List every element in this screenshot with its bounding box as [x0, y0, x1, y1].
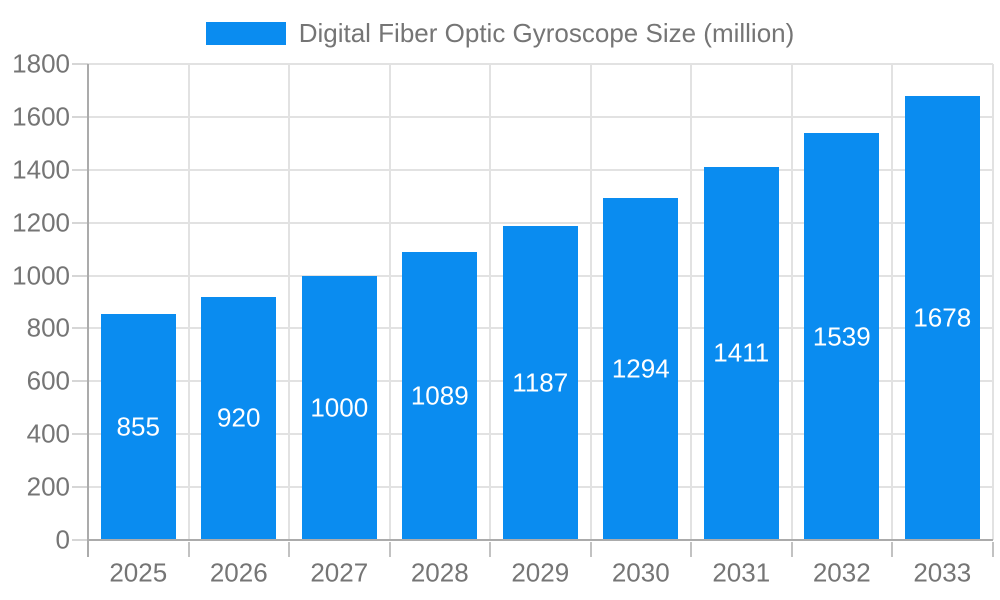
y-axis-tick [72, 274, 88, 277]
x-axis-label: 2026 [209, 557, 268, 588]
bar-value-label: 1539 [812, 321, 871, 351]
bar[interactable] [100, 313, 176, 540]
x-axis-line [88, 539, 993, 541]
x-axis-label: 2027 [310, 557, 369, 588]
bar[interactable] [603, 197, 679, 540]
legend-color-swatch [205, 21, 286, 45]
y-axis-label: 800 [26, 312, 70, 343]
x-axis-tick [388, 542, 391, 557]
bar[interactable] [201, 296, 277, 540]
bar-value-label: 1411 [713, 337, 770, 368]
y-axis-tick [72, 380, 88, 383]
bar[interactable] [301, 275, 377, 540]
bar-value-label: 1000 [310, 392, 369, 423]
y-axis-tick [72, 433, 88, 436]
x-axis-label: 2031 [712, 557, 771, 588]
gridline [187, 64, 190, 540]
bar[interactable] [402, 252, 478, 540]
y-axis-tick [72, 486, 88, 489]
gridline [88, 221, 993, 224]
x-axis-tick [589, 542, 592, 557]
bar[interactable] [502, 226, 578, 540]
gridline [891, 64, 893, 540]
gridline [88, 115, 993, 118]
y-axis-label: 1200 [12, 207, 70, 238]
legend-item[interactable]: Digital Fiber Optic Gyroscope Size (mill… [205, 18, 795, 48]
x-axis-label: 2028 [410, 557, 469, 588]
x-axis-tick [790, 542, 793, 557]
gridline [88, 168, 993, 171]
y-axis-label: 1600 [12, 101, 70, 132]
y-axis-label: 1800 [12, 48, 70, 79]
bar-value-label: 1187 [512, 367, 569, 398]
gridline [288, 64, 290, 540]
y-axis-tick [72, 63, 88, 65]
x-axis-label: 2032 [812, 557, 871, 588]
x-axis-tick [489, 542, 491, 557]
gridline [88, 63, 993, 65]
y-axis-label: 200 [26, 471, 70, 502]
y-axis-label: 1000 [12, 260, 70, 291]
x-axis-label: 2029 [511, 557, 570, 588]
x-axis-tick [187, 542, 190, 557]
x-axis-label: 2025 [109, 557, 168, 588]
bar[interactable] [703, 166, 779, 540]
y-axis-line [87, 64, 89, 557]
bar-value-label: 855 [116, 411, 160, 442]
y-axis-tick [72, 115, 88, 118]
x-axis-label: 2030 [611, 557, 670, 588]
bar-value-label: 1089 [410, 380, 469, 411]
y-axis-tick [72, 168, 88, 171]
bar-value-label: 920 [217, 402, 261, 433]
bar-value-label: 1294 [611, 353, 670, 384]
bar[interactable] [804, 133, 880, 540]
legend-label: Digital Fiber Optic Gyroscope Size (mill… [298, 18, 795, 48]
x-axis-tick [991, 542, 994, 557]
y-axis-tick [72, 327, 88, 330]
bar[interactable] [904, 96, 980, 540]
y-axis-label: 0 [55, 524, 70, 555]
gridline [790, 64, 793, 540]
y-axis-tick [72, 539, 88, 541]
x-axis-tick [690, 542, 692, 557]
y-axis-tick [72, 221, 88, 224]
x-axis-tick [288, 542, 290, 557]
chart-legend: Digital Fiber Optic Gyroscope Size (mill… [0, 18, 1000, 48]
y-axis-label: 1400 [12, 154, 70, 185]
y-axis-label: 400 [26, 418, 70, 449]
x-axis-tick [891, 542, 893, 557]
x-axis-label: 2033 [913, 557, 972, 588]
gridline [991, 64, 994, 540]
gridline [489, 64, 491, 540]
bar-value-label: 1678 [913, 302, 972, 333]
gridline [589, 64, 592, 540]
gridline [690, 64, 692, 540]
y-axis-label: 600 [26, 365, 70, 396]
gridline [388, 64, 391, 540]
